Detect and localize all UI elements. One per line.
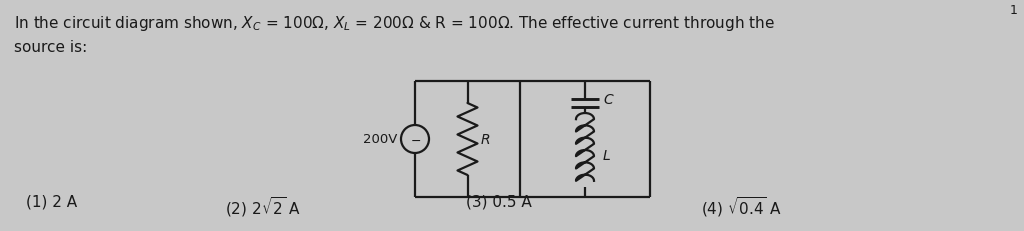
Circle shape (401, 125, 429, 153)
Text: (1) 2 A: (1) 2 A (26, 194, 77, 209)
Text: (3) 0.5 A: (3) 0.5 A (466, 194, 531, 209)
Text: (4) $\sqrt{0.4}$ A: (4) $\sqrt{0.4}$ A (701, 194, 782, 218)
Text: 200V: 200V (362, 133, 397, 146)
Text: L: L (603, 148, 610, 162)
Text: R: R (480, 132, 490, 146)
Text: source is:: source is: (14, 40, 87, 55)
Text: C: C (603, 93, 612, 106)
Text: 1: 1 (1010, 4, 1018, 17)
Text: −: − (411, 134, 421, 147)
Text: In the circuit diagram shown, $X_C$ = 100Ω, $X_L$ = 200Ω & R = 100Ω. The effecti: In the circuit diagram shown, $X_C$ = 10… (14, 14, 775, 33)
Text: (2) $2\sqrt{2}$ A: (2) $2\sqrt{2}$ A (225, 194, 301, 218)
